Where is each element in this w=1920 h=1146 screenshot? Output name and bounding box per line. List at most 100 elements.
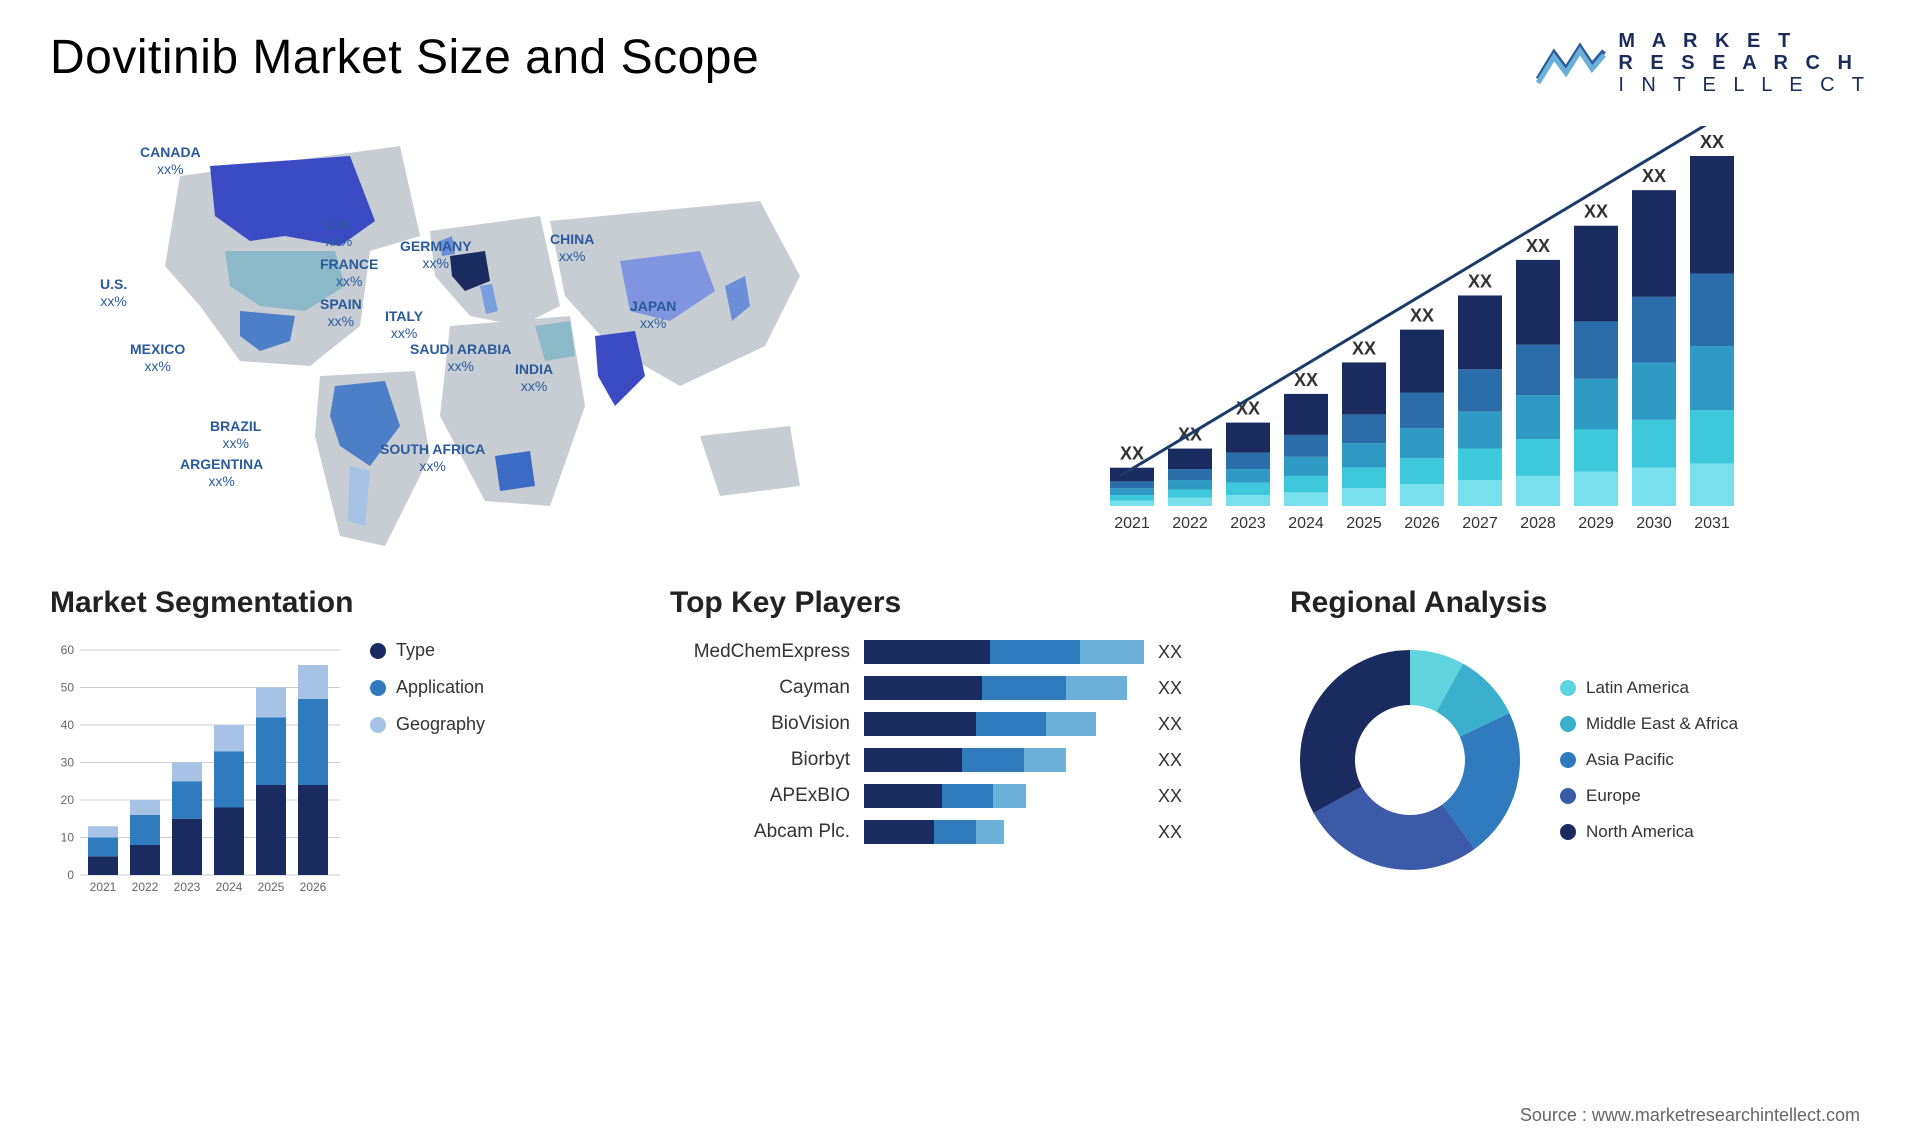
map-label: GERMANYxx% [400, 238, 472, 272]
svg-text:2023: 2023 [174, 880, 201, 894]
source-attribution: Source : www.marketresearchintellect.com [1520, 1105, 1860, 1126]
svg-text:XX: XX [1120, 444, 1144, 464]
svg-text:2021: 2021 [1114, 515, 1150, 532]
player-row: MedChemExpress XX [670, 640, 1220, 664]
player-value: XX [1158, 642, 1182, 663]
regional-legend: Latin America Middle East & Africa Asia Pa… [1560, 678, 1738, 842]
svg-text:40: 40 [61, 718, 75, 732]
player-value: XX [1158, 750, 1182, 771]
map-label: ARGENTINAxx% [180, 456, 263, 490]
player-bar [864, 676, 1144, 700]
map-label: U.S.xx% [100, 276, 127, 310]
regional-panel: Regional Analysis Latin America Middle Ea… [1290, 586, 1870, 900]
player-row: APExBIO XX [670, 784, 1220, 808]
svg-text:2025: 2025 [1346, 515, 1382, 532]
player-value: XX [1158, 786, 1182, 807]
svg-text:2026: 2026 [1404, 515, 1440, 532]
player-name: MedChemExpress [670, 641, 850, 663]
svg-text:XX: XX [1642, 166, 1666, 186]
svg-text:2028: 2028 [1520, 515, 1556, 532]
svg-text:2023: 2023 [1230, 515, 1266, 532]
logo-line2: R E S E A R C H [1618, 52, 1870, 74]
svg-text:XX: XX [1236, 399, 1260, 419]
regional-title: Regional Analysis [1290, 586, 1870, 620]
svg-text:XX: XX [1410, 306, 1434, 326]
svg-text:XX: XX [1352, 338, 1376, 358]
legend-item: Geography [370, 714, 485, 735]
page-title: Dovitinib Market Size and Scope [50, 30, 759, 85]
legend-item: Asia Pacific [1560, 750, 1738, 770]
svg-text:50: 50 [61, 681, 75, 695]
map-label: MEXICOxx% [130, 341, 185, 375]
svg-text:60: 60 [61, 643, 75, 657]
main-forecast-chart: XX 2021 XX 2022 XX 2023 XX 2024 XX 2025 XX 2026 XX 20… [990, 126, 1870, 546]
map-label: BRAZILxx% [210, 418, 261, 452]
svg-text:XX: XX [1468, 271, 1492, 291]
player-bar [864, 820, 1144, 844]
svg-text:2025: 2025 [258, 880, 285, 894]
regional-donut [1290, 640, 1530, 880]
legend-item: Europe [1560, 786, 1738, 806]
svg-text:10: 10 [61, 831, 75, 845]
map-label: SAUDI ARABIAxx% [410, 341, 511, 375]
player-row: BiorbytXX [670, 748, 1220, 772]
svg-text:2031: 2031 [1694, 515, 1730, 532]
players-panel: Top Key Players MedChemExpress XX Cayman XX… [670, 586, 1250, 900]
player-name: BioVision [670, 713, 850, 735]
svg-text:2030: 2030 [1636, 515, 1672, 532]
svg-text:2021: 2021 [90, 880, 117, 894]
segmentation-panel: Market Segmentation 0 10 20 30 40 50 60 2021 202… [50, 586, 630, 900]
map-label: U.K.xx% [325, 216, 353, 250]
svg-text:2026: 2026 [300, 880, 327, 894]
player-row: BioVision XX [670, 712, 1220, 736]
svg-text:30: 30 [61, 756, 75, 770]
svg-text:XX: XX [1526, 236, 1550, 256]
map-label: CANADAxx% [140, 144, 201, 178]
player-value: XX [1158, 822, 1182, 843]
player-bar [864, 640, 1144, 664]
legend-item: Type [370, 640, 485, 661]
map-label: JAPANxx% [630, 298, 676, 332]
svg-text:2027: 2027 [1462, 515, 1498, 532]
svg-text:2022: 2022 [1172, 515, 1208, 532]
player-value: XX [1158, 714, 1182, 735]
map-label: SPAINxx% [320, 296, 362, 330]
segmentation-title: Market Segmentation [50, 586, 630, 620]
legend-item: Latin America [1560, 678, 1738, 698]
player-bar [864, 712, 1144, 736]
player-row: Abcam Plc. XX [670, 820, 1220, 844]
svg-text:XX: XX [1700, 132, 1724, 152]
players-title: Top Key Players [670, 586, 1250, 620]
player-name: Abcam Plc. [670, 821, 850, 843]
logo-line1: M A R K E T [1618, 30, 1870, 52]
world-map-panel: CANADAxx% U.S.xx% MEXICOxx% BRAZILxx% ARGENT… [50, 126, 930, 546]
segmentation-legend: Type Application Geography [370, 640, 485, 900]
svg-text:2024: 2024 [216, 880, 243, 894]
svg-text:0: 0 [67, 868, 74, 882]
legend-item: North America [1560, 822, 1738, 842]
player-name: Cayman [670, 677, 850, 699]
player-row: Cayman XX [670, 676, 1220, 700]
logo-line3: I N T E L L E C T [1618, 74, 1870, 96]
player-bar [864, 784, 1144, 808]
map-label: ITALYxx% [385, 308, 423, 342]
segmentation-chart: 0 10 20 30 40 50 60 2021 2022 2023 2024 2025 2026 [50, 640, 340, 900]
player-name: APExBIO [670, 785, 850, 807]
svg-text:2022: 2022 [132, 880, 159, 894]
map-label: INDIAxx% [515, 361, 553, 395]
map-label: CHINAxx% [550, 231, 594, 265]
player-value: XX [1158, 678, 1182, 699]
logo-icon [1536, 39, 1606, 87]
legend-item: Middle East & Africa [1560, 714, 1738, 734]
brand-logo: M A R K E T R E S E A R C H I N T E L L … [1536, 30, 1870, 96]
svg-text:2029: 2029 [1578, 515, 1614, 532]
svg-text:20: 20 [61, 793, 75, 807]
map-label: SOUTH AFRICAxx% [380, 441, 485, 475]
player-bar [864, 748, 1144, 772]
svg-text:XX: XX [1584, 202, 1608, 222]
svg-text:2024: 2024 [1288, 515, 1324, 532]
players-list: MedChemExpressXXCaymanXXBioVisionXXBiorb… [670, 640, 1250, 844]
legend-item: Application [370, 677, 485, 698]
map-label: FRANCExx% [320, 256, 378, 290]
svg-text:XX: XX [1294, 370, 1318, 390]
